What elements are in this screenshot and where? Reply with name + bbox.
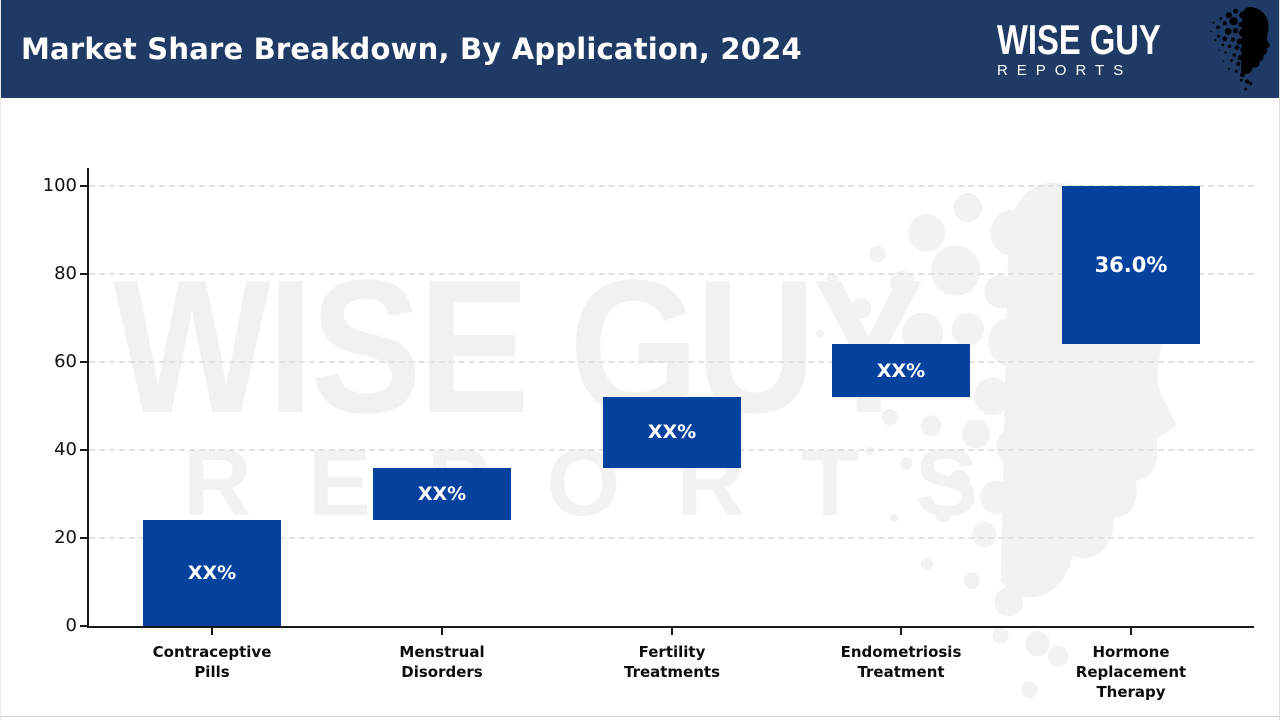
x-category-label: Fertility Treatments [557,642,787,682]
x-category-label-line: Contraceptive [152,643,272,661]
bar-segment: 36.0% [1062,186,1200,345]
x-axis-spine [87,626,1254,628]
bar-value-label: XX% [876,359,926,382]
x-tick-mark [900,628,902,635]
header-bar: Market Share Breakdown, By Application, … [1,0,1279,98]
y-tick-mark [80,361,87,363]
y-tick-mark [80,273,87,275]
x-category-label: Hormone Replacement Therapy [1016,642,1246,702]
x-category-label-line: Therapy [1096,683,1166,701]
bar-segment: XX% [143,520,281,626]
x-category-label-line: Pills [194,663,230,681]
bar-segment: XX% [832,344,970,398]
grid-line [89,185,1254,187]
y-tick-label: 0 [65,615,77,636]
y-axis-spine [87,168,89,628]
grid-line [89,361,1254,363]
y-tick-label: 40 [54,439,77,460]
x-category-label-line: Treatments [623,663,721,681]
x-tick-mark [1130,628,1132,635]
x-tick-mark [671,628,673,635]
x-category-label-line: Fertility [638,643,706,661]
bar-value-label: XX% [187,562,237,585]
bar-value-label: XX% [417,482,467,505]
y-tick-mark [80,449,87,451]
logo-name: WISE GUY [996,15,1161,63]
y-tick-label: 80 [54,263,77,284]
x-category-label: Endometriosis Treatment [786,642,1016,682]
logo-text: WISE GUY REPORTS [996,15,1207,79]
x-category-label-line: Menstrual [399,643,485,661]
x-category-label-line: Hormone [1092,643,1170,661]
bar-value-label: XX% [647,421,697,444]
bar-segment: XX% [603,397,741,468]
y-tick-mark [80,185,87,187]
y-tick-mark [80,625,87,627]
x-category-label: Contraceptive Pills [97,642,327,682]
x-category-label-line: Replacement [1075,663,1187,681]
x-category-label: Menstrual Disorders [327,642,557,682]
x-category-label-line: Treatment [857,663,945,681]
bottom-border [1,716,1279,717]
wise-guy-logo: WISE GUY REPORTS [997,0,1273,98]
y-tick-label: 60 [54,351,77,372]
logo-subtitle: REPORTS [996,61,1133,79]
x-tick-mark [211,628,213,635]
bar-value-label: 36.0% [1094,253,1168,278]
x-category-label-line: Endometriosis [840,643,962,661]
bar-segment: XX% [373,467,511,521]
page-title: Market Share Breakdown, By Application, … [21,32,802,66]
y-tick-label: 20 [54,527,77,548]
x-tick-mark [441,628,443,635]
grid-line [89,273,1254,275]
grid-line [89,537,1254,539]
y-tick-mark [80,537,87,539]
y-tick-label: 100 [42,175,77,196]
x-category-label-line: Disorders [401,663,483,681]
